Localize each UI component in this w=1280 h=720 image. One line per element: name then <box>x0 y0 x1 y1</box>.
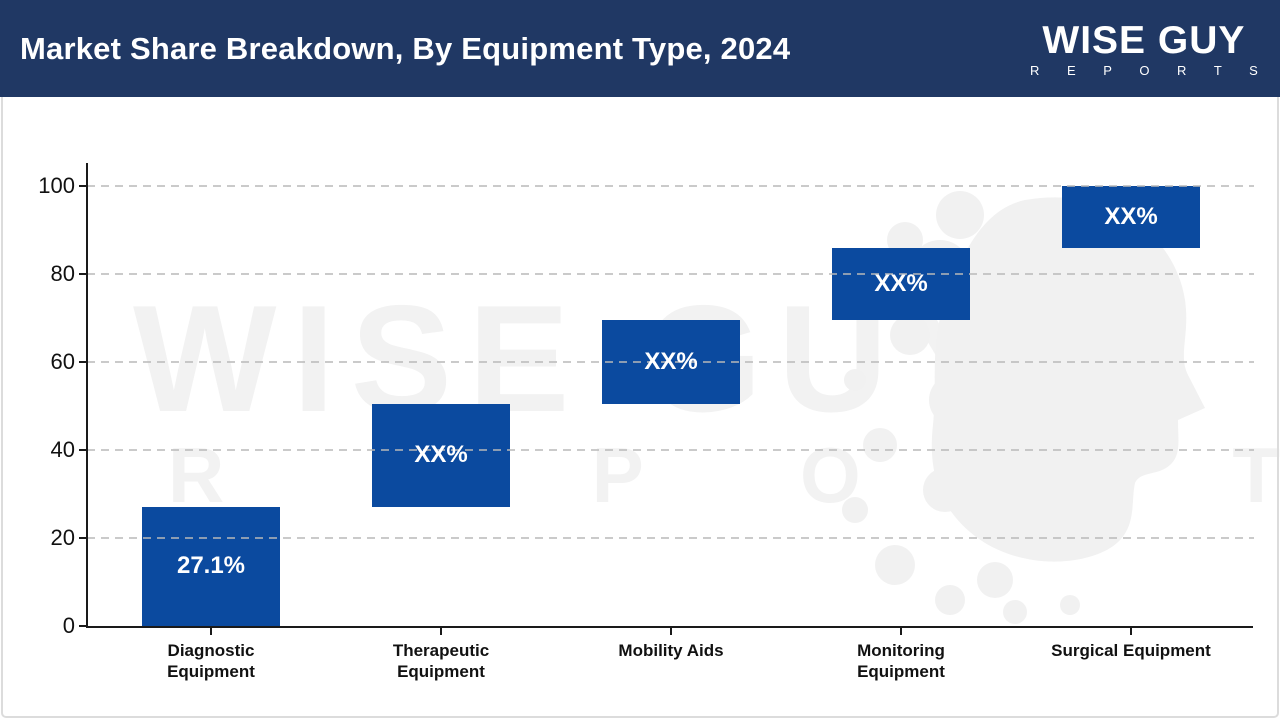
y-tick-label-0: 0 <box>62 613 75 638</box>
header-bar: Market Share Breakdown, By Equipment Typ… <box>0 0 1280 97</box>
y-tickmark-100 <box>79 185 86 187</box>
y-tick-label-100: 100 <box>38 173 75 198</box>
x-tickmark-mobility-aids <box>670 628 672 635</box>
y-tickmark-80 <box>79 273 86 275</box>
x-tick-label-surgical-equipment: Surgical Equipment <box>1051 641 1211 660</box>
y-tick-label-80: 80 <box>50 261 75 286</box>
x-axis-spine <box>86 626 1253 628</box>
bar-label-mobility-aids: XX% <box>644 348 698 375</box>
wiseguy-logo: WISE GUY R E P O R T S <box>1018 6 1268 92</box>
x-tickmark-surgical-equipment <box>1130 628 1132 635</box>
x-tick-label-monitoring-equipment: Monitoring Equipment <box>857 641 945 681</box>
logo-wordmark: WISE GUY <box>1042 18 1246 62</box>
bar-surgical-equipment <box>1062 186 1200 249</box>
y-tickmark-0 <box>79 625 86 627</box>
y-axis-spine <box>86 163 88 628</box>
bar-diagnostic-equipment <box>142 506 280 626</box>
y-tickmark-40 <box>79 449 86 451</box>
logo-subtext: R E P O R T S <box>1030 62 1270 78</box>
bar-monitoring-equipment <box>832 248 970 321</box>
bar-label-diagnostic-equipment: 27.1% <box>176 552 246 580</box>
bar-label-monitoring-equipment: XX% <box>874 270 928 298</box>
gridline-y80 <box>87 273 1254 275</box>
x-tick-label-mobility-aids: Mobility Aids <box>618 641 724 660</box>
x-tick-label-therapeutic-equipment: Therapeutic Equipment <box>392 641 490 681</box>
y-tick-label-40: 40 <box>50 437 75 462</box>
chart-title: Market Share Breakdown, By Equipment Typ… <box>20 30 791 66</box>
bar-therapeutic-equipment <box>372 403 510 507</box>
gridline-y20 <box>87 537 1254 539</box>
gridline-y40 <box>87 449 1254 451</box>
logo-text: WISE GUY R E P O R T S <box>1018 21 1270 78</box>
gridline-y60 <box>87 361 1254 363</box>
x-tick-label-diagnostic-equipment: Diagnostic Equipment <box>167 641 255 681</box>
bar-label-therapeutic-equipment: XX% <box>414 441 468 469</box>
y-tick-label-20: 20 <box>50 525 75 550</box>
x-tickmark-therapeutic-equipment <box>440 628 442 635</box>
bar-label-surgical-equipment: XX% <box>1104 203 1158 231</box>
y-tickmark-20 <box>79 537 86 539</box>
x-tickmark-diagnostic-equipment <box>210 628 212 635</box>
gridline-y100 <box>87 185 1254 187</box>
y-tick-label-60: 60 <box>50 349 75 374</box>
y-tickmark-60 <box>79 361 86 363</box>
x-tickmark-monitoring-equipment <box>900 628 902 635</box>
